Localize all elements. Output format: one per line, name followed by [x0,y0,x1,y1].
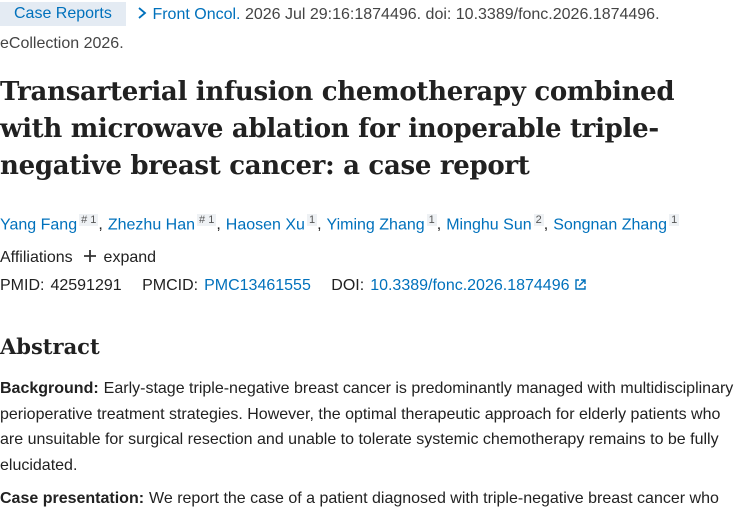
abstract-heading: Abstract [0,334,100,359]
chevron-icon [138,7,147,19]
author-separator: , [436,216,442,234]
author-affiliation-ref[interactable]: # 1 [79,214,99,226]
article-title: Transarterial infusion chemotherapy comb… [0,77,675,181]
author-link[interactable]: Songnan Zhang [553,216,668,234]
author-link[interactable]: Zhezhu Han [107,216,196,234]
author-link[interactable]: Minghu Sun [446,216,532,234]
doi-link[interactable]: 10.3389/fonc.2026.1874496 [370,277,570,294]
author-separator: , [317,216,322,234]
publication-type-badge[interactable]: Case Reports [0,2,126,26]
author-list: Yang Fang # 1, Zhezhu Han # 1, Haosen Xu 1, Yi… [0,208,750,237]
author-separator: , [543,216,549,234]
author-link[interactable]: Yang Fang [0,216,78,234]
plus-icon[interactable] [83,249,97,263]
expand-toggle[interactable]: expand [103,249,157,266]
affiliations-label: Affiliations [0,249,73,266]
pmid-label: PMID: [0,277,45,294]
author-separator: , [98,216,103,234]
journal-link[interactable]: Front Oncol. [152,6,241,23]
abstract-section-label: Case presentation: [0,490,145,507]
author-affiliation-ref[interactable]: 1 [306,214,318,226]
abstract-section-text: Early-stage triple-negative breast cance… [0,380,734,474]
citation: Front Oncol. 2026 Jul 29:16:1874496. doi… [136,4,660,26]
author-affiliation-ref[interactable]: 2 [533,214,544,226]
abstract-section-label: Background: [0,380,99,397]
pmcid-link[interactable]: PMC13461555 [204,277,311,294]
abstract-body: Background: Early-stage triple-negative b… [0,376,742,520]
pmcid-label: PMCID: [142,277,199,294]
abstract-section-text: We report the case of a patient diagnose… [149,490,719,507]
author-affiliation-ref[interactable]: 1 [669,214,680,226]
page: Case Reports Front Oncol. 2026 Jul 29:16… [0,2,750,507]
author-link[interactable]: Haosen Xu [225,216,305,234]
ecollection: eCollection 2026. [0,35,124,52]
author-separator: , [216,216,221,234]
external-link-icon[interactable] [574,278,587,291]
author-link[interactable]: Yiming Zhang [326,216,425,234]
author-affiliation-ref[interactable]: # 1 [197,214,217,226]
identifiers: PMID: 42591291 PMCID: PMC13461555 DOI: 10.3… [0,275,587,297]
citation-details: 2026 Jul 29:16:1874496. doi: 10.3389/fon… [244,6,660,23]
pmid: 42591291 [50,277,122,294]
affiliations: Affiliations expand [0,247,156,269]
doi-label: DOI: [331,277,365,294]
abstract-section: Background: Early-stage triple-negative b… [0,376,742,478]
author-affiliation-ref[interactable]: 1 [426,214,437,226]
abstract-section: Case presentation: We report the case of … [0,486,742,512]
